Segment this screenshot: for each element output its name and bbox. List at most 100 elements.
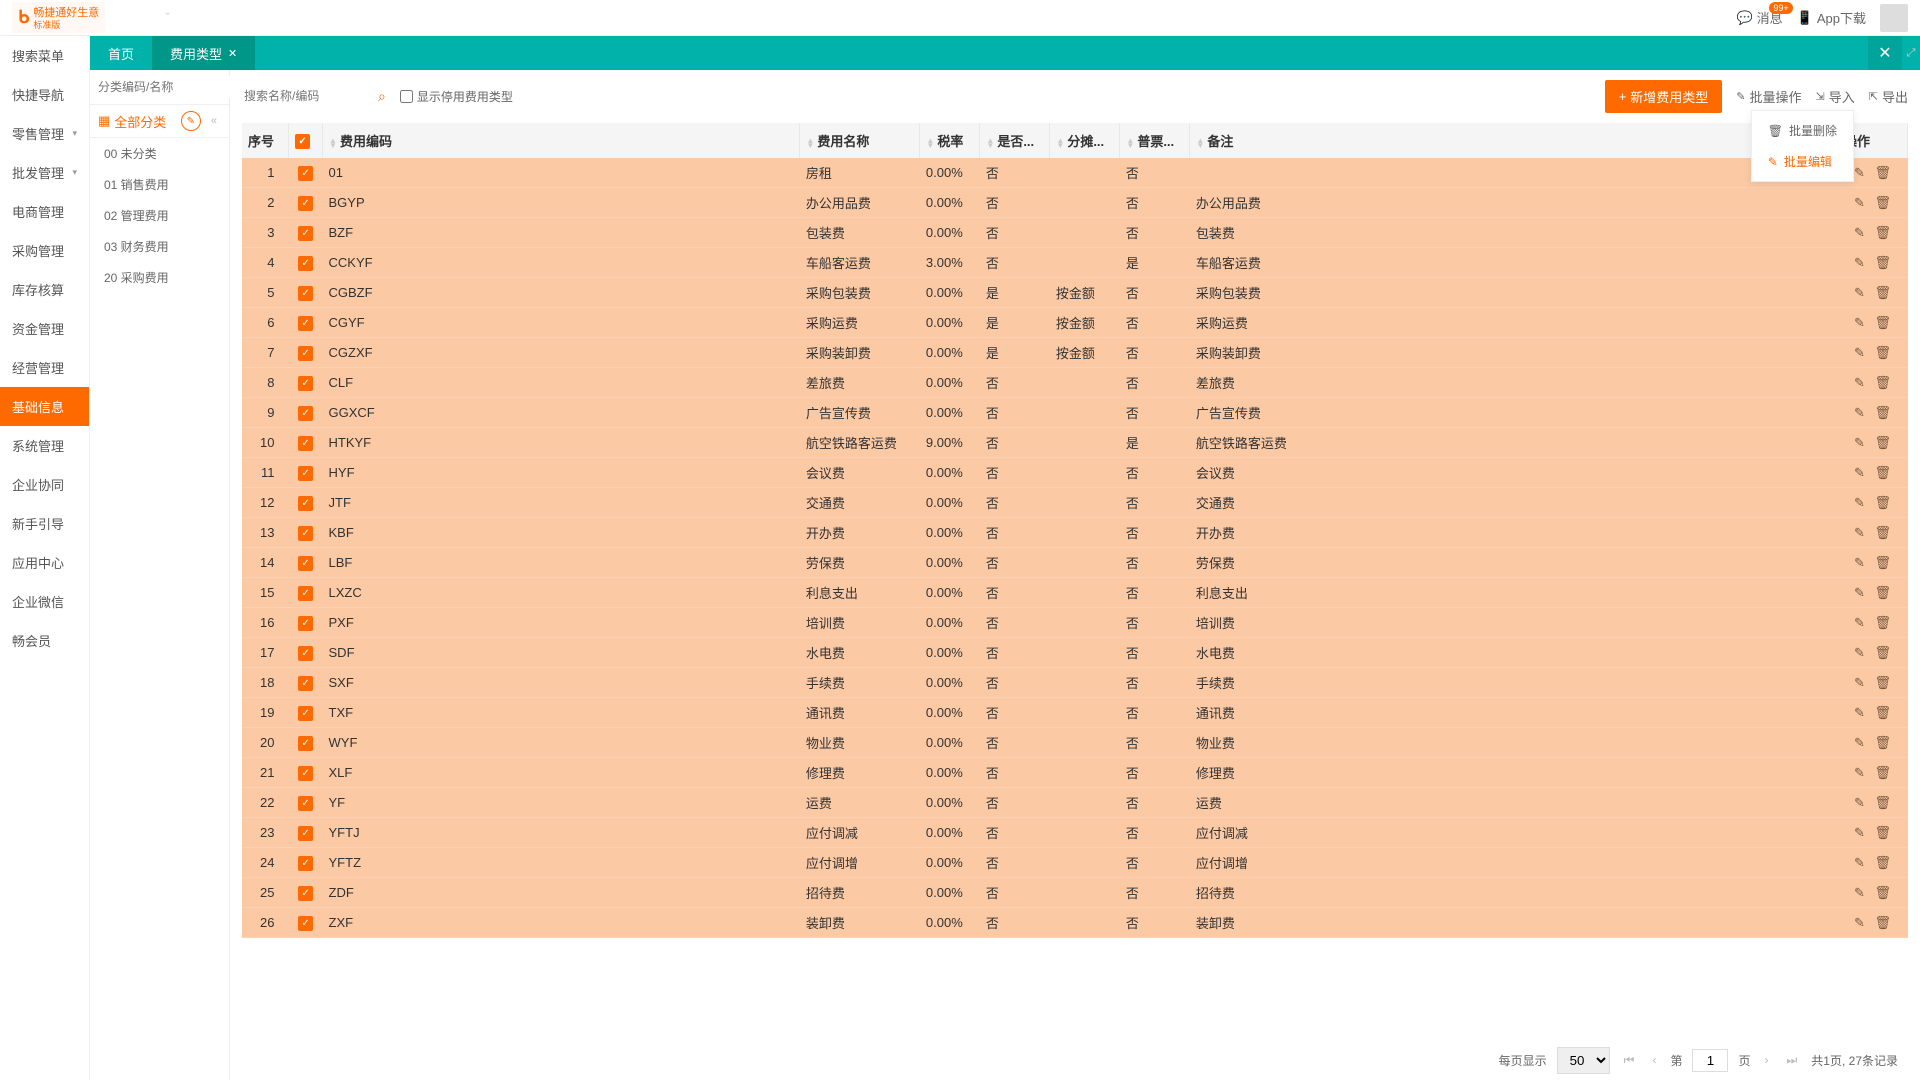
edit-icon[interactable]: ✎ — [1854, 615, 1865, 630]
page-next-button[interactable]: › — [1760, 1053, 1772, 1067]
edit-icon[interactable]: ✎ — [1854, 555, 1865, 570]
batch-delete-item[interactable]: 🗑 批量删除 — [1752, 115, 1853, 146]
col-remark[interactable]: ▲▼备注 — [1190, 123, 1838, 158]
sidebar-item[interactable]: 电商管理 — [0, 192, 89, 231]
table-row[interactable]: 23 ✓ YFTJ 应付调减 0.00% 否 否 应付调减 ✎ 🗑 — [242, 818, 1908, 848]
trash-icon[interactable]: 🗑 — [1875, 615, 1892, 630]
trash-icon[interactable]: 🗑 — [1875, 345, 1892, 360]
table-row[interactable]: 26 ✓ ZXF 装卸费 0.00% 否 否 装卸费 ✎ 🗑 — [242, 908, 1908, 938]
table-row[interactable]: 19 ✓ TXF 通讯费 0.00% 否 否 通讯费 ✎ 🗑 — [242, 698, 1908, 728]
sidebar-item[interactable]: 新手引导 — [0, 504, 89, 543]
checkbox-icon[interactable]: ✓ — [298, 886, 313, 901]
sidebar-item[interactable]: 搜索菜单 — [0, 36, 89, 75]
edit-icon[interactable]: ✎ — [1854, 225, 1865, 240]
checkbox-icon[interactable]: ✓ — [298, 256, 313, 271]
checkbox-icon[interactable]: ✓ — [298, 766, 313, 781]
sidebar-item[interactable]: 资金管理 — [0, 309, 89, 348]
sidebar-item[interactable]: 畅会员 — [0, 621, 89, 660]
trash-icon[interactable]: 🗑 — [1875, 285, 1892, 300]
checkbox-icon[interactable]: ✓ — [298, 916, 313, 931]
fullscreen-icon[interactable]: ⤢ — [1902, 47, 1920, 60]
tab[interactable]: 费用类型✕ — [152, 36, 255, 70]
batch-ops-button[interactable]: ✎ 批量操作 — [1736, 87, 1801, 106]
tree-item[interactable]: 01 销售费用 — [90, 169, 229, 200]
col-code[interactable]: ▲▼费用编码 — [323, 123, 800, 158]
page-number-input[interactable] — [1692, 1049, 1728, 1072]
trash-icon[interactable]: 🗑 — [1875, 915, 1892, 930]
close-icon[interactable]: ✕ — [228, 47, 237, 60]
sidebar-item[interactable]: 采购管理 — [0, 231, 89, 270]
checkbox-all[interactable]: ✓ — [295, 134, 310, 149]
checkbox-icon[interactable]: ✓ — [298, 316, 313, 331]
sidebar-item[interactable]: 库存核算 — [0, 270, 89, 309]
cell-checkbox[interactable]: ✓ — [289, 608, 323, 638]
cell-checkbox[interactable]: ✓ — [289, 788, 323, 818]
org-dropdown[interactable]: ˇ — [165, 10, 169, 25]
edit-icon[interactable]: ✎ — [1854, 345, 1865, 360]
checkbox-icon[interactable]: ✓ — [298, 286, 313, 301]
checkbox-icon[interactable]: ✓ — [298, 706, 313, 721]
sidebar-item[interactable]: 企业协同 — [0, 465, 89, 504]
edit-icon[interactable]: ✎ — [1854, 435, 1865, 450]
tree-all-categories[interactable]: ▦ 全部分类 — [98, 112, 166, 131]
avatar[interactable] — [1880, 4, 1908, 32]
table-row[interactable]: 14 ✓ LBF 劳保费 0.00% 否 否 劳保费 ✎ 🗑 — [242, 548, 1908, 578]
cell-checkbox[interactable]: ✓ — [289, 248, 323, 278]
checkbox-icon[interactable]: ✓ — [298, 826, 313, 841]
page-prev-button[interactable]: ‹ — [1648, 1053, 1660, 1067]
table-row[interactable]: 21 ✓ XLF 修理费 0.00% 否 否 修理费 ✎ 🗑 — [242, 758, 1908, 788]
checkbox-icon[interactable]: ✓ — [298, 466, 313, 481]
cell-checkbox[interactable]: ✓ — [289, 308, 323, 338]
tab[interactable]: 首页 — [90, 36, 152, 70]
trash-icon[interactable]: 🗑 — [1875, 735, 1892, 750]
trash-icon[interactable]: 🗑 — [1875, 165, 1892, 180]
checkbox-icon[interactable]: ✓ — [298, 346, 313, 361]
table-row[interactable]: 12 ✓ JTF 交通费 0.00% 否 否 交通费 ✎ 🗑 — [242, 488, 1908, 518]
checkbox-icon[interactable]: ✓ — [298, 406, 313, 421]
checkbox-icon[interactable]: ✓ — [298, 166, 313, 181]
checkbox-icon[interactable]: ✓ — [298, 796, 313, 811]
col-flag2[interactable]: ▲▼普票... — [1120, 123, 1190, 158]
edit-icon[interactable]: ✎ — [1854, 195, 1865, 210]
col-alloc[interactable]: ▲▼分摊... — [1050, 123, 1120, 158]
edit-icon[interactable]: ✎ — [1854, 285, 1865, 300]
page-last-button[interactable]: ⏭ — [1782, 1053, 1801, 1068]
sidebar-item[interactable]: 零售管理▾ — [0, 114, 89, 153]
trash-icon[interactable]: 🗑 — [1875, 585, 1892, 600]
table-row[interactable]: 10 ✓ HTKYF 航空铁路客运费 9.00% 否 是 航空铁路客运费 ✎ 🗑 — [242, 428, 1908, 458]
col-flag1[interactable]: ▲▼是否... — [980, 123, 1050, 158]
edit-icon[interactable]: ✎ — [1854, 735, 1865, 750]
cell-checkbox[interactable]: ✓ — [289, 818, 323, 848]
trash-icon[interactable]: 🗑 — [1875, 435, 1892, 450]
import-button[interactable]: ⇲ 导入 — [1816, 87, 1855, 106]
cell-checkbox[interactable]: ✓ — [289, 398, 323, 428]
sidebar-item[interactable]: 快捷导航 — [0, 75, 89, 114]
new-feetype-button[interactable]: + 新增费用类型 — [1605, 80, 1723, 113]
edit-icon[interactable]: ✎ — [1854, 495, 1865, 510]
checkbox-icon[interactable]: ✓ — [298, 646, 313, 661]
export-button[interactable]: ⇱ 导出 — [1869, 87, 1908, 106]
checkbox-icon[interactable]: ✓ — [298, 856, 313, 871]
edit-icon[interactable]: ✎ — [1854, 795, 1865, 810]
table-row[interactable]: 16 ✓ PXF 培训费 0.00% 否 否 培训费 ✎ 🗑 — [242, 608, 1908, 638]
cell-checkbox[interactable]: ✓ — [289, 188, 323, 218]
edit-icon[interactable]: ✎ — [1854, 855, 1865, 870]
cell-checkbox[interactable]: ✓ — [289, 278, 323, 308]
cell-checkbox[interactable]: ✓ — [289, 428, 323, 458]
table-row[interactable]: 5 ✓ CGBZF 采购包装费 0.00% 是 按金额 否 采购包装费 ✎ 🗑 — [242, 278, 1908, 308]
sidebar-item[interactable]: 系统管理 — [0, 426, 89, 465]
cell-checkbox[interactable]: ✓ — [289, 548, 323, 578]
page-size-select[interactable]: 50 — [1557, 1047, 1610, 1074]
checkbox-icon[interactable]: ✓ — [298, 226, 313, 241]
tree-edit-button[interactable]: ✎ — [181, 111, 201, 131]
cell-checkbox[interactable]: ✓ — [289, 848, 323, 878]
batch-edit-item[interactable]: ✎ 批量编辑 — [1752, 146, 1853, 177]
show-disabled-checkbox[interactable]: 显示停用费用类型 — [400, 88, 513, 105]
tree-collapse-button[interactable]: « — [207, 115, 221, 127]
trash-icon[interactable]: 🗑 — [1875, 795, 1892, 810]
tree-item[interactable]: 00 未分类 — [90, 138, 229, 169]
checkbox-icon[interactable]: ✓ — [298, 436, 313, 451]
table-row[interactable]: 4 ✓ CCKYF 车船客运费 3.00% 否 是 车船客运费 ✎ 🗑 — [242, 248, 1908, 278]
edit-icon[interactable]: ✎ — [1854, 375, 1865, 390]
trash-icon[interactable]: 🗑 — [1875, 315, 1892, 330]
